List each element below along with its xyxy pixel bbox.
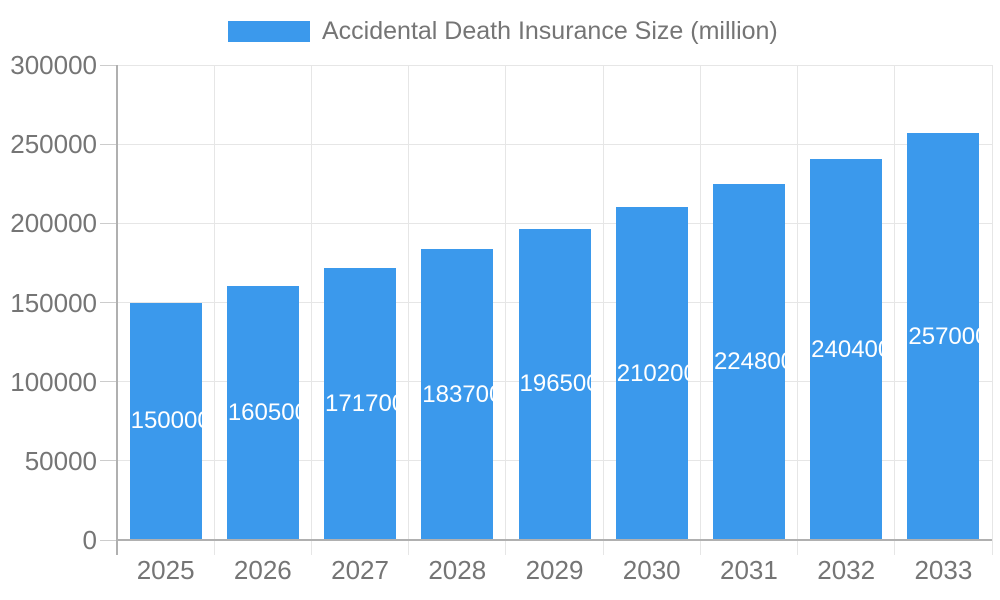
y-tick-label: 200000 bbox=[10, 208, 97, 239]
bar-2030: 210200 bbox=[615, 207, 688, 540]
x-axis-tick bbox=[894, 540, 896, 555]
bar-2026: 160500 bbox=[226, 285, 299, 540]
legend-label: Accidental Death Insurance Size (million… bbox=[322, 17, 778, 45]
bar-2029: 196500 bbox=[518, 228, 591, 540]
bar-2031: 224800 bbox=[712, 184, 785, 540]
vertical-gridline bbox=[894, 65, 896, 540]
x-axis-baseline bbox=[117, 539, 992, 541]
bar-2025: 150000 bbox=[129, 302, 202, 540]
x-tick-label: 2026 bbox=[233, 555, 292, 585]
vertical-gridline bbox=[408, 65, 410, 540]
y-axis-tick bbox=[100, 222, 117, 224]
y-tick-label: 250000 bbox=[10, 129, 97, 160]
y-tick-label: 300000 bbox=[10, 50, 97, 80]
vertical-gridline bbox=[505, 65, 507, 540]
bar-2028: 183700 bbox=[421, 249, 494, 540]
x-tick-label: 2028 bbox=[428, 555, 487, 585]
bar-value-label: 224800 bbox=[713, 348, 785, 376]
x-axis-tick bbox=[408, 540, 410, 555]
vertical-gridline bbox=[602, 65, 604, 540]
y-tick-label: 100000 bbox=[10, 366, 97, 397]
vertical-gridline bbox=[310, 65, 312, 540]
y-axis-tick bbox=[100, 64, 117, 66]
x-tick-label: 2033 bbox=[914, 555, 973, 585]
y-tick-label: 150000 bbox=[10, 287, 97, 318]
horizontal-gridline bbox=[117, 222, 992, 224]
x-axis-tick bbox=[797, 540, 799, 555]
bar-2033: 257000 bbox=[907, 133, 980, 540]
y-axis-line bbox=[116, 65, 118, 555]
y-axis-tick bbox=[100, 143, 117, 145]
y-axis-tick bbox=[100, 539, 117, 541]
chart-legend: Accidental Death Insurance Size (million… bbox=[228, 17, 778, 45]
vertical-gridline bbox=[213, 65, 215, 540]
vertical-gridline bbox=[699, 65, 701, 540]
bar-value-label: 150000 bbox=[130, 407, 202, 435]
x-tick-label: 2025 bbox=[136, 555, 195, 585]
bar-2027: 171700 bbox=[324, 268, 397, 540]
bar-value-label: 240400 bbox=[811, 335, 882, 363]
x-tick-label: 2029 bbox=[525, 555, 584, 585]
x-axis-tick bbox=[213, 540, 215, 555]
bar-2032: 240400 bbox=[810, 159, 883, 540]
bar-value-label: 196500 bbox=[519, 370, 591, 398]
bar-value-label: 171700 bbox=[325, 390, 396, 418]
x-tick-label: 2031 bbox=[720, 555, 778, 585]
bar-value-label: 210200 bbox=[616, 359, 688, 387]
y-tick-label: 0 bbox=[82, 525, 97, 555]
bar-value-label: 183700 bbox=[422, 380, 493, 408]
x-axis-tick bbox=[505, 540, 507, 555]
y-axis-tick bbox=[100, 460, 117, 462]
horizontal-gridline bbox=[117, 64, 992, 66]
bar-value-label: 257000 bbox=[908, 322, 979, 350]
y-tick-label: 50000 bbox=[24, 445, 97, 476]
vertical-gridline bbox=[991, 65, 993, 540]
vertical-gridline bbox=[797, 65, 799, 540]
legend-swatch bbox=[228, 20, 310, 42]
y-axis-tick bbox=[100, 381, 117, 383]
x-tick-label: 2027 bbox=[331, 555, 389, 585]
bar-value-label: 160500 bbox=[227, 398, 299, 426]
x-tick-label: 2032 bbox=[817, 555, 876, 585]
y-axis-tick bbox=[100, 302, 117, 303]
x-tick-label: 2030 bbox=[622, 555, 681, 585]
x-axis-tick bbox=[699, 540, 701, 555]
horizontal-gridline bbox=[117, 143, 992, 145]
x-axis-tick bbox=[602, 540, 604, 555]
x-axis-tick bbox=[310, 540, 312, 555]
x-axis-tick bbox=[991, 540, 993, 555]
